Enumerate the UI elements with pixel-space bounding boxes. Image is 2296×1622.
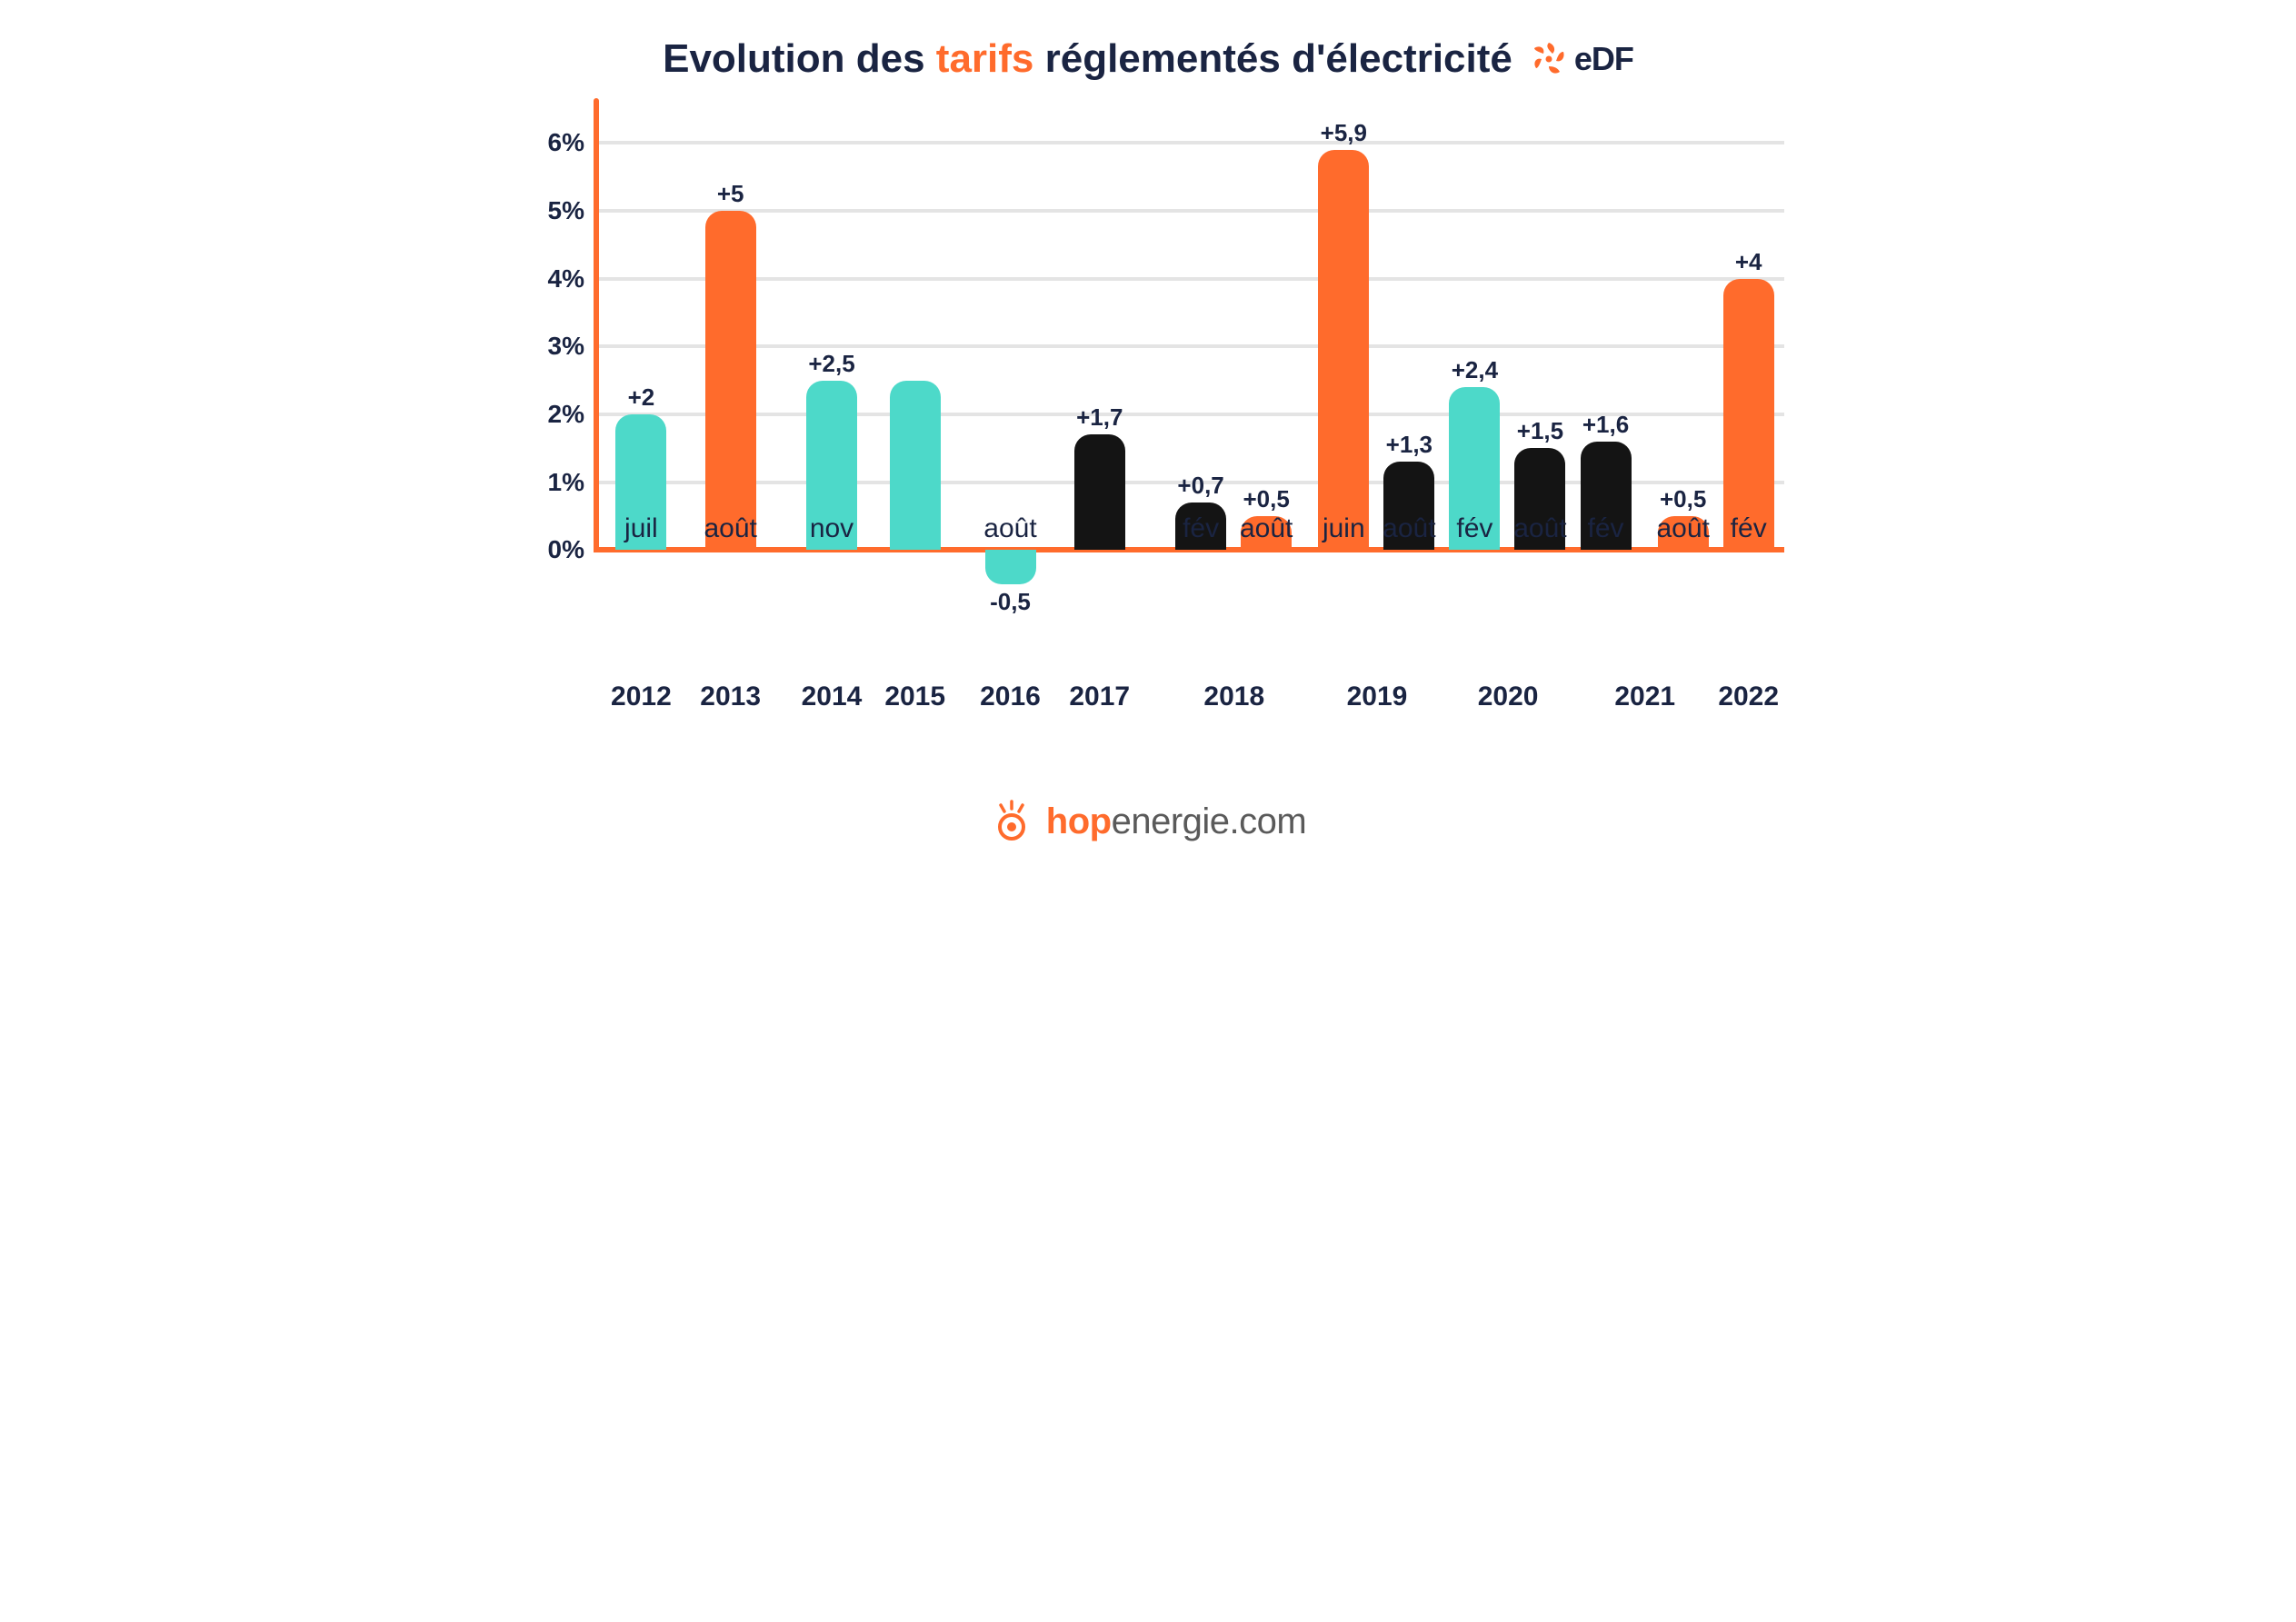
chart-title: Evolution des tarifs réglementés d'élect…	[663, 36, 1512, 82]
y-axis-tick: 6%	[512, 128, 584, 157]
month-label: fév	[1456, 513, 1492, 544]
edf-flower-icon	[1529, 39, 1569, 79]
bar-value-label: +1,7	[1076, 403, 1123, 432]
month-label: août	[1656, 513, 1709, 544]
title-accent: tarifs	[936, 36, 1034, 81]
y-axis-tick: 0%	[512, 535, 584, 564]
month-label: fév	[1183, 513, 1219, 544]
year-label: 2020	[1478, 682, 1539, 712]
bar	[1723, 279, 1774, 551]
month-label: août	[1513, 513, 1566, 544]
bar-value-label: -0,5	[990, 588, 1031, 616]
year-label: 2018	[1203, 682, 1264, 712]
year-label: 2017	[1069, 682, 1130, 712]
month-label: fév	[1587, 513, 1623, 544]
chart-plot-area: 0%1%2%3%4%5%6%+2juil+5août+2,5nov-0,5aoû…	[594, 109, 1784, 618]
footer-text: hopenergie.com	[1046, 801, 1306, 842]
year-label: 2013	[700, 682, 761, 712]
year-label: 2015	[884, 682, 945, 712]
title-pre: Evolution des	[663, 36, 936, 81]
y-axis-tick: 1%	[512, 468, 584, 497]
bar-value-label: +1,5	[1517, 417, 1563, 445]
year-label: 2022	[1718, 682, 1779, 712]
y-axis-tick: 3%	[512, 332, 584, 361]
month-label: août	[704, 513, 756, 544]
month-label: fév	[1731, 513, 1767, 544]
footer-logo: hopenergie.com	[990, 800, 1306, 843]
bar-value-label: +5	[717, 180, 744, 208]
month-label: août	[1240, 513, 1293, 544]
month-label: août	[983, 513, 1036, 544]
gridline	[594, 277, 1784, 281]
bar-value-label: +2,5	[808, 350, 854, 378]
month-label: juil	[624, 513, 658, 544]
bar	[1074, 434, 1125, 550]
year-label: 2012	[611, 682, 672, 712]
gridline	[594, 344, 1784, 348]
bar-value-label: +4	[1735, 248, 1762, 276]
bar-value-label: +1,6	[1582, 411, 1629, 439]
title-post: réglementés d'électricité	[1033, 36, 1512, 81]
chart-container: 0% 1% 2% 3% 4% 5% 6% +2 juil +5 août +2,5 nov -0,5 aoû…	[512, 109, 1784, 745]
bar-value-label: +2	[628, 383, 655, 412]
edf-logo: eDF	[1529, 39, 1633, 79]
bar-value-label: +1,3	[1386, 431, 1433, 459]
bar	[985, 550, 1036, 583]
bar	[705, 211, 756, 550]
chart-title-row: Evolution des tarifs réglementés d'élect…	[663, 36, 1633, 82]
footer-accent: hop	[1046, 801, 1112, 841]
bar-value-label: +0,5	[1660, 485, 1706, 513]
y-axis	[594, 98, 599, 552]
bar-value-label: +5,9	[1321, 119, 1367, 147]
year-label: 2014	[802, 682, 863, 712]
y-axis-tick: 4%	[512, 264, 584, 294]
bar	[890, 381, 941, 551]
month-label: août	[1383, 513, 1435, 544]
bar-value-label: +0,7	[1177, 472, 1223, 500]
edf-text: eDF	[1574, 40, 1633, 78]
hopenergie-icon	[990, 800, 1033, 843]
bar-value-label: +2,4	[1452, 356, 1498, 384]
month-label: juin	[1323, 513, 1365, 544]
y-axis-tick: 5%	[512, 196, 584, 225]
y-axis-tick: 2%	[512, 400, 584, 429]
gridline	[594, 141, 1784, 144]
gridline	[594, 209, 1784, 213]
month-label: nov	[810, 513, 854, 544]
year-label: 2016	[980, 682, 1041, 712]
bar	[1318, 150, 1369, 551]
year-label: 2021	[1614, 682, 1675, 712]
year-label: 2019	[1347, 682, 1408, 712]
footer-rest: energie.com	[1112, 801, 1307, 841]
bar-value-label: +0,5	[1243, 485, 1289, 513]
